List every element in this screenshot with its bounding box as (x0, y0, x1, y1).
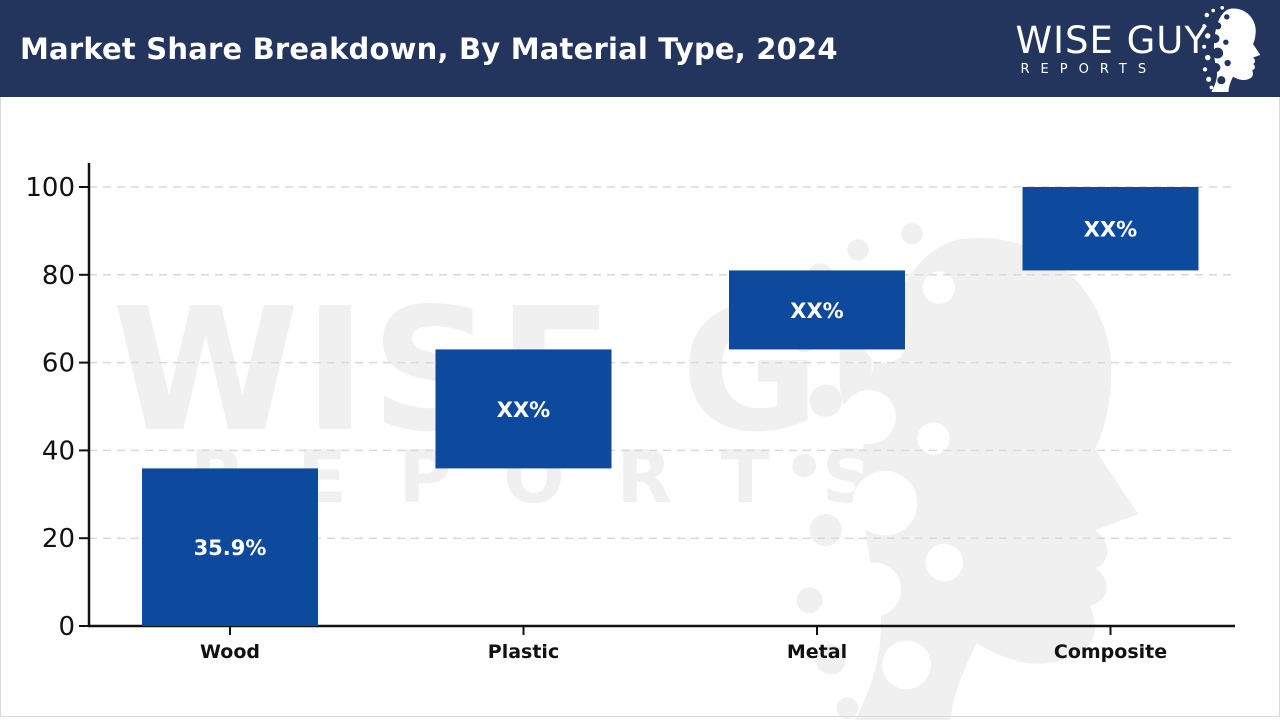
brand-wordmark: WISE GUY REPORTS (1015, 18, 1208, 77)
bar-value-label-composite: XX% (1084, 218, 1137, 242)
ytick-label-20: 20 (42, 524, 75, 554)
xtick-label-wood: Wood (200, 641, 260, 663)
bar-composite (1022, 187, 1199, 271)
bar-metal (729, 270, 905, 350)
header-bar: Market Share Breakdown, By Material Type… (0, 0, 1280, 97)
chart-area: WISE GU REPORTS 0 20 40 60 80 100 35.9% Wood XX%… (0, 97, 1280, 720)
bar-plastic (435, 349, 612, 469)
logo-face-icon (1202, 6, 1266, 92)
brand-subtitle: REPORTS (1020, 61, 1158, 77)
ytick-label-40: 40 (42, 436, 75, 466)
brand-name: WISE GUY (1015, 18, 1208, 62)
ytick-label-80: 80 (42, 261, 75, 291)
xtick-label-plastic: Plastic (488, 641, 559, 663)
brand-logo: WISE GUY REPORTS (1016, 6, 1266, 92)
bar-value-label-plastic: XX% (497, 398, 550, 422)
ytick-label-60: 60 (42, 349, 75, 379)
bar-value-label-wood: 35.9% (194, 536, 267, 560)
bar-wood (142, 468, 318, 626)
ytick-label-0: 0 (58, 612, 75, 642)
xtick-label-metal: Metal (787, 641, 847, 663)
chart-title: Market Share Breakdown, By Material Type… (20, 31, 838, 66)
waterfall-chart: 0 20 40 60 80 100 35.9% Wood XX% Plastic XX% Metal X… (25, 163, 1235, 663)
bar-value-label-metal: XX% (790, 299, 843, 323)
xtick-label-composite: Composite (1054, 641, 1167, 663)
ytick-label-100: 100 (25, 173, 75, 203)
